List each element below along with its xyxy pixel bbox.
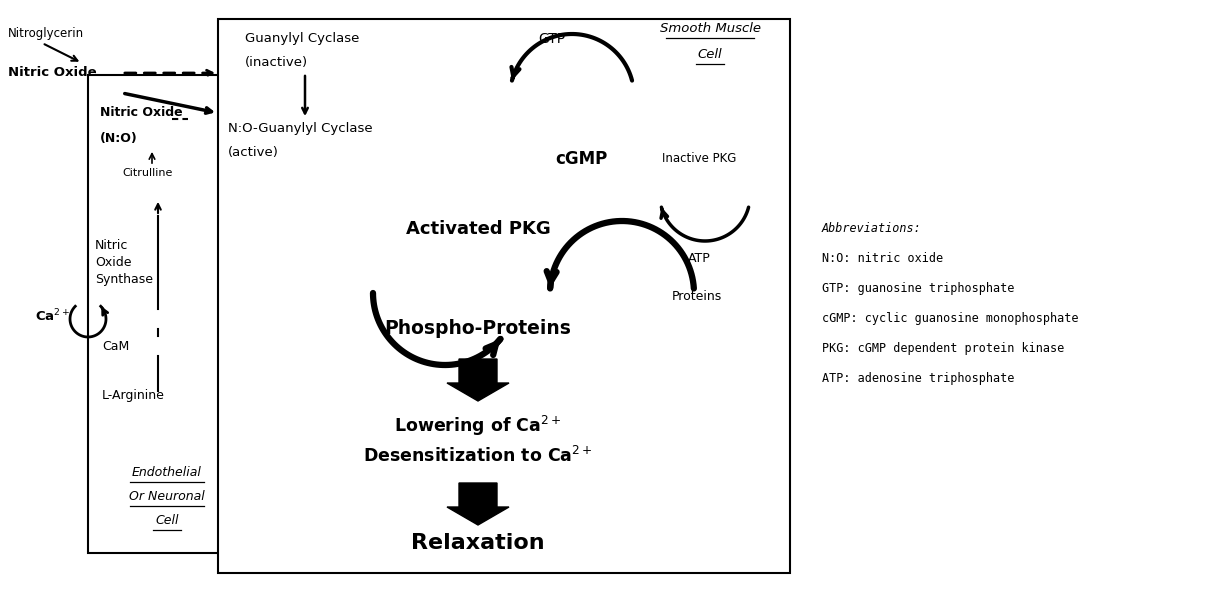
Text: cGMP: cGMP xyxy=(555,150,608,168)
FancyBboxPatch shape xyxy=(218,19,790,573)
Text: L-Arginine: L-Arginine xyxy=(102,389,165,403)
Text: cGMP: cyclic guanosine monophosphate: cGMP: cyclic guanosine monophosphate xyxy=(822,313,1079,326)
Text: Desensitization to Ca$^{2+}$: Desensitization to Ca$^{2+}$ xyxy=(363,446,593,466)
Text: Phospho-Proteins: Phospho-Proteins xyxy=(384,320,571,338)
Text: PKG: cGMP dependent protein kinase: PKG: cGMP dependent protein kinase xyxy=(822,343,1064,356)
Text: Activated PKG: Activated PKG xyxy=(406,220,550,238)
Text: N:O-Guanylyl Cyclase: N:O-Guanylyl Cyclase xyxy=(227,123,373,135)
Text: Or Neuronal: Or Neuronal xyxy=(130,490,205,504)
Text: Smooth Muscle: Smooth Muscle xyxy=(659,22,761,35)
Text: Lowering of Ca$^{2+}$: Lowering of Ca$^{2+}$ xyxy=(394,414,561,438)
Text: Proteins: Proteins xyxy=(671,290,723,302)
Text: N:O: nitric oxide: N:O: nitric oxide xyxy=(822,252,943,266)
Text: Citrulline: Citrulline xyxy=(122,168,172,178)
FancyArrow shape xyxy=(446,483,509,525)
Text: Cell: Cell xyxy=(697,49,723,61)
Text: ATP: adenosine triphosphate: ATP: adenosine triphosphate xyxy=(822,373,1014,385)
Text: (N:O): (N:O) xyxy=(100,132,138,145)
Text: Ca$^{2+}$: Ca$^{2+}$ xyxy=(35,308,70,325)
Text: Endothelial: Endothelial xyxy=(132,466,202,480)
Text: Guanylyl Cyclase: Guanylyl Cyclase xyxy=(245,32,360,46)
Text: (inactive): (inactive) xyxy=(245,56,308,70)
FancyArrow shape xyxy=(446,359,509,401)
Text: (active): (active) xyxy=(227,147,279,159)
Text: ATP: ATP xyxy=(689,252,711,266)
Text: Cell: Cell xyxy=(155,514,179,528)
Text: GTP: GTP xyxy=(538,32,565,46)
Text: Nitric Oxide: Nitric Oxide xyxy=(100,106,182,120)
Text: GTP: guanosine triphosphate: GTP: guanosine triphosphate xyxy=(822,282,1014,296)
Text: Inactive PKG: Inactive PKG xyxy=(662,153,736,165)
Text: Relaxation: Relaxation xyxy=(411,533,544,553)
Text: Abbreviations:: Abbreviations: xyxy=(822,222,922,236)
FancyBboxPatch shape xyxy=(88,75,246,553)
Text: Nitric Oxide: Nitric Oxide xyxy=(9,67,97,79)
Text: Nitroglycerin: Nitroglycerin xyxy=(9,26,84,40)
Text: CaM: CaM xyxy=(102,340,130,353)
Text: Nitric
Oxide
Synthase: Nitric Oxide Synthase xyxy=(95,240,153,287)
